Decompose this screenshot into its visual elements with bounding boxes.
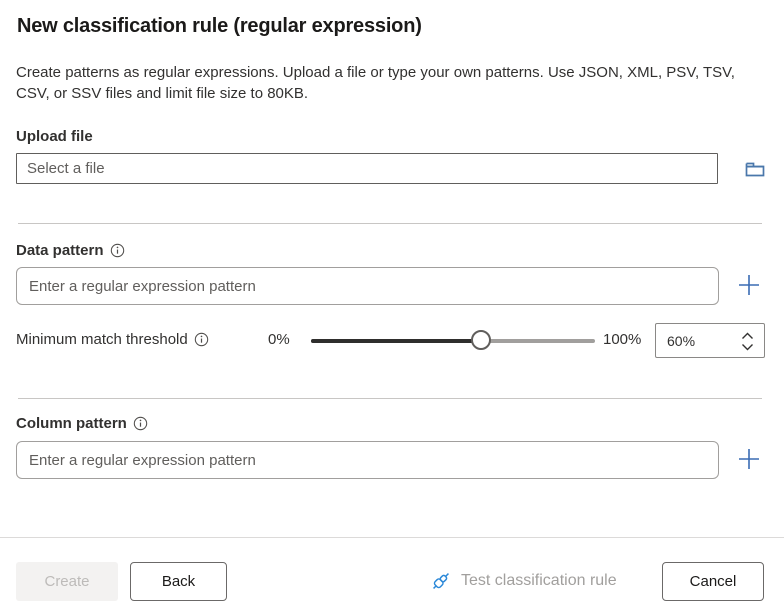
chevron-up-icon (741, 328, 754, 343)
create-button[interactable]: Create (16, 562, 118, 601)
threshold-label: Minimum match threshold (16, 331, 209, 348)
column-pattern-label-text: Column pattern (16, 415, 127, 432)
slider-min-label: 0% (268, 331, 290, 348)
upload-file-input[interactable] (16, 153, 718, 184)
plus-icon (736, 272, 762, 301)
column-pattern-label: Column pattern (16, 415, 148, 432)
spin-buttons (741, 331, 764, 350)
threshold-spinbox[interactable]: 60% (655, 323, 765, 358)
spin-down-button[interactable] (741, 342, 754, 350)
test-classification-rule-button[interactable]: Test classification rule (430, 565, 617, 597)
threshold-label-text: Minimum match threshold (16, 331, 188, 348)
section-divider (18, 223, 762, 224)
slider-max-label: 100% (603, 331, 642, 348)
page-title: New classification rule (regular express… (17, 15, 422, 37)
slider-fill (311, 339, 482, 343)
cancel-button[interactable]: Cancel (662, 562, 764, 601)
column-pattern-input[interactable] (16, 441, 719, 479)
info-icon[interactable] (110, 243, 125, 258)
slider-thumb[interactable] (471, 330, 492, 350)
upload-file-label: Upload file (16, 128, 93, 145)
plug-connected-icon (430, 570, 452, 592)
footer-divider (0, 537, 784, 538)
add-data-pattern-button[interactable] (731, 268, 767, 304)
page-description: Create patterns as regular expressions. … (16, 64, 735, 102)
back-button[interactable]: Back (130, 562, 227, 601)
folder-icon (743, 158, 767, 180)
info-icon[interactable] (194, 332, 209, 347)
data-pattern-label-text: Data pattern (16, 242, 104, 259)
browse-file-button[interactable] (738, 153, 772, 184)
data-pattern-input[interactable] (16, 267, 719, 305)
spin-up-button[interactable] (741, 331, 754, 339)
data-pattern-label: Data pattern (16, 242, 125, 259)
chevron-down-icon (741, 339, 754, 354)
add-column-pattern-button[interactable] (731, 442, 767, 478)
section-divider (18, 398, 762, 399)
threshold-slider[interactable] (311, 327, 595, 355)
plus-icon (736, 446, 762, 475)
info-icon[interactable] (133, 416, 148, 431)
threshold-value[interactable]: 60% (667, 332, 696, 349)
test-button-label: Test classification rule (461, 572, 617, 589)
upload-file-label-text: Upload file (16, 128, 93, 145)
